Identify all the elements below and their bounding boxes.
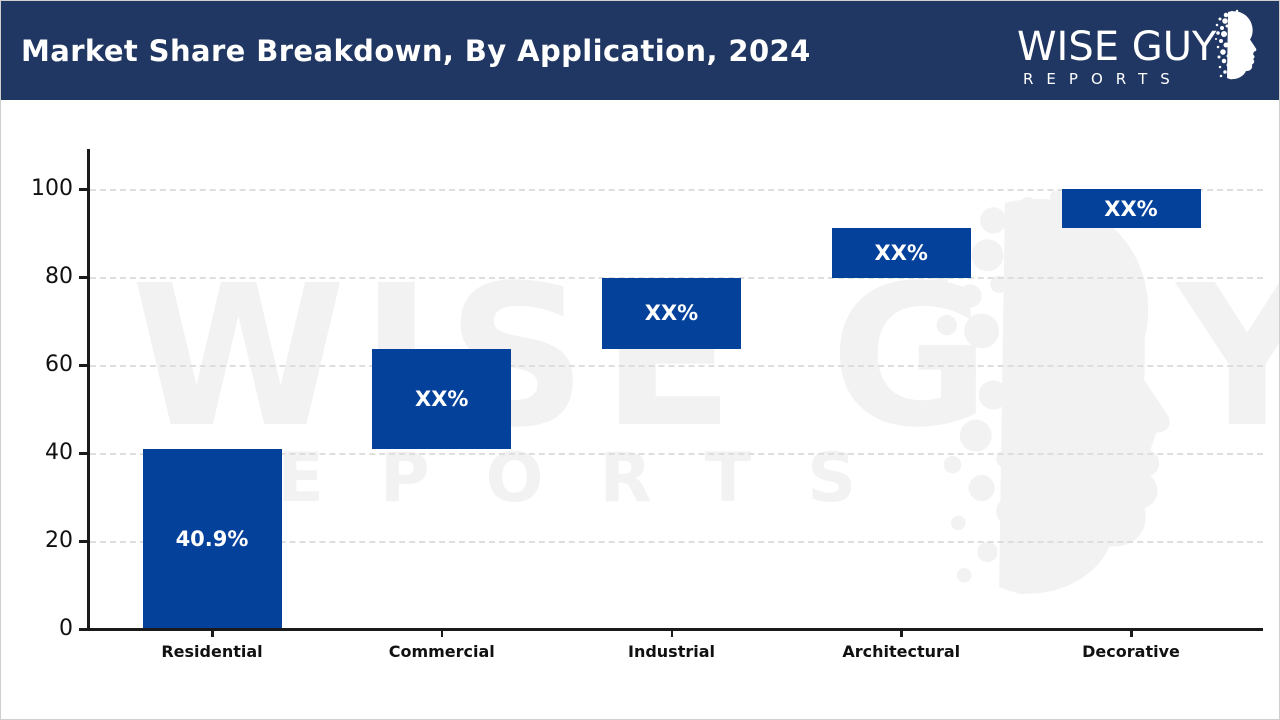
logo-wordmark: WISE GUY bbox=[1017, 24, 1217, 70]
y-tick-label: 0 bbox=[59, 616, 73, 641]
y-tick bbox=[79, 452, 88, 455]
bar-value-label: 40.9% bbox=[175, 527, 249, 552]
gridline bbox=[90, 365, 1263, 367]
bar bbox=[372, 348, 512, 450]
header: Market Share Breakdown, By Application, … bbox=[1, 1, 1279, 100]
x-tick bbox=[900, 630, 903, 637]
page-title: Market Share Breakdown, By Application, … bbox=[21, 33, 811, 68]
y-tick-label: 100 bbox=[31, 176, 73, 201]
y-tick-label: 20 bbox=[45, 528, 73, 553]
x-tick bbox=[1130, 630, 1133, 637]
x-axis-line bbox=[87, 628, 1263, 631]
x-category-label: Architectural bbox=[842, 642, 961, 661]
bar bbox=[602, 277, 741, 349]
y-axis-line bbox=[87, 149, 90, 631]
bar bbox=[1061, 189, 1201, 229]
x-category-label: Decorative bbox=[1082, 642, 1180, 661]
y-tick bbox=[79, 188, 88, 191]
watermark-subtext: REPORTS bbox=[169, 439, 913, 518]
gridline bbox=[90, 189, 1263, 191]
gridline bbox=[90, 453, 1263, 455]
bar bbox=[831, 228, 971, 278]
y-tick bbox=[79, 540, 88, 543]
x-category-label: Industrial bbox=[627, 642, 715, 661]
y-tick bbox=[79, 628, 88, 631]
x-category-label: Commercial bbox=[388, 642, 495, 661]
bar bbox=[142, 449, 282, 629]
logo-subtext: REPORTS bbox=[1023, 70, 1183, 88]
y-tick-label: 40 bbox=[45, 440, 73, 465]
watermark-face-icon bbox=[929, 191, 1170, 595]
wise-guy-reports-logo: WISE GUY REPORTS bbox=[1017, 9, 1257, 88]
bar-value-label: XX% bbox=[644, 301, 699, 326]
y-tick-label: 60 bbox=[45, 352, 73, 377]
gridline bbox=[90, 541, 1263, 543]
logo-face-icon bbox=[1215, 9, 1257, 79]
x-tick bbox=[670, 630, 673, 637]
x-tick bbox=[440, 630, 444, 637]
bar-value-label: XX% bbox=[415, 386, 469, 411]
y-tick bbox=[79, 364, 88, 367]
y-tick-label: 80 bbox=[45, 264, 73, 289]
x-category-label: Residential bbox=[161, 642, 263, 661]
bar-value-label: XX% bbox=[1104, 196, 1158, 221]
bar-value-label: XX% bbox=[874, 241, 928, 266]
x-tick bbox=[211, 630, 214, 637]
y-tick bbox=[79, 276, 88, 279]
